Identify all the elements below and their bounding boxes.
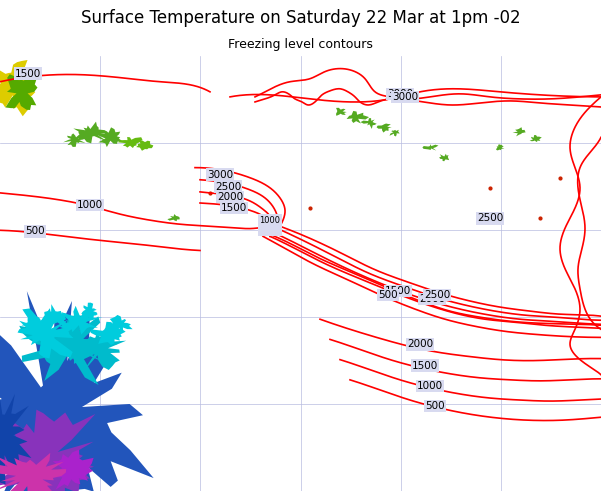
- Polygon shape: [19, 315, 117, 385]
- Text: 1500: 1500: [15, 69, 41, 79]
- Polygon shape: [0, 291, 154, 491]
- Polygon shape: [50, 450, 94, 490]
- Polygon shape: [22, 312, 45, 335]
- Polygon shape: [377, 124, 392, 133]
- Polygon shape: [0, 453, 66, 491]
- Text: 2500: 2500: [477, 213, 503, 223]
- Text: 2500: 2500: [215, 182, 241, 192]
- Polygon shape: [118, 137, 142, 148]
- Text: 1000: 1000: [77, 200, 103, 210]
- Polygon shape: [73, 122, 108, 143]
- Polygon shape: [389, 130, 400, 136]
- Polygon shape: [17, 308, 78, 358]
- Polygon shape: [496, 144, 504, 150]
- Text: 1000: 1000: [260, 216, 281, 235]
- Polygon shape: [0, 409, 96, 491]
- Polygon shape: [72, 330, 126, 372]
- Polygon shape: [336, 108, 347, 116]
- Polygon shape: [63, 133, 85, 147]
- Polygon shape: [39, 304, 70, 327]
- Polygon shape: [439, 154, 449, 162]
- Polygon shape: [513, 127, 526, 136]
- Polygon shape: [59, 306, 102, 335]
- Text: 1000: 1000: [417, 381, 443, 391]
- Polygon shape: [93, 127, 123, 147]
- Polygon shape: [107, 315, 133, 333]
- Text: 2000: 2000: [419, 294, 445, 304]
- Text: 1500: 1500: [412, 361, 438, 371]
- Polygon shape: [136, 140, 153, 151]
- Polygon shape: [529, 135, 542, 142]
- Text: 500: 500: [25, 226, 45, 236]
- Text: 1500: 1500: [221, 203, 247, 213]
- Text: 3000: 3000: [392, 92, 418, 102]
- Polygon shape: [423, 144, 439, 151]
- Text: 500: 500: [378, 290, 398, 300]
- Text: Freezing level contours: Freezing level contours: [228, 37, 373, 51]
- Text: 2500: 2500: [424, 290, 450, 300]
- Polygon shape: [361, 118, 377, 129]
- Polygon shape: [347, 111, 369, 124]
- Text: 500: 500: [425, 401, 445, 411]
- Text: 3000: 3000: [387, 89, 413, 99]
- Polygon shape: [0, 60, 37, 116]
- Polygon shape: [0, 391, 31, 485]
- Polygon shape: [168, 214, 180, 221]
- Polygon shape: [91, 322, 126, 345]
- Text: 2000: 2000: [217, 192, 243, 202]
- Text: 3000: 3000: [207, 170, 233, 180]
- Text: 2000: 2000: [407, 339, 433, 350]
- Text: Surface Temperature on Saturday 22 Mar at 1pm -02: Surface Temperature on Saturday 22 Mar a…: [81, 9, 520, 27]
- Polygon shape: [5, 73, 37, 110]
- Text: 1500: 1500: [385, 286, 411, 296]
- Polygon shape: [81, 302, 97, 320]
